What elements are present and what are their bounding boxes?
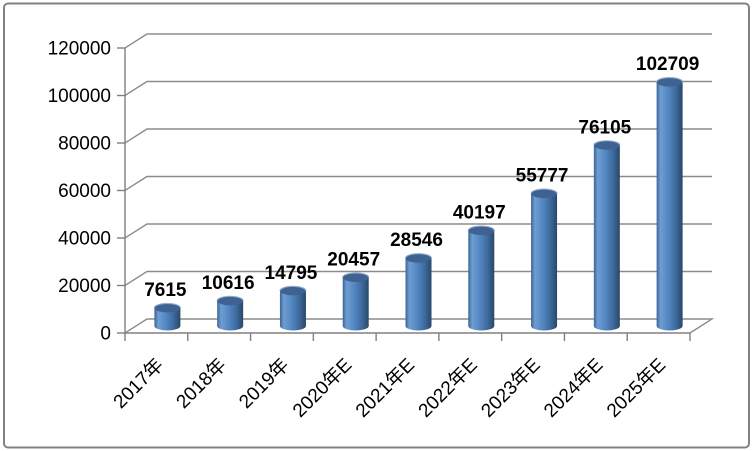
- gridlines: [124, 33, 715, 334]
- bar-value-label: 10616: [202, 273, 255, 294]
- cylinder-top: [217, 296, 244, 306]
- y-axis-label: 80000: [58, 134, 111, 155]
- bar-cylinder: [279, 285, 307, 331]
- cylinder-body: [593, 145, 620, 326]
- cylinder-top: [468, 226, 495, 236]
- cylinder-top-rim: [216, 295, 244, 301]
- y-axis-label: 0: [100, 324, 111, 345]
- cylinder-top: [593, 140, 620, 150]
- bar-value-labels: 7615 10616 14795 20457 28546 40197 55777 76105 1…: [144, 54, 699, 301]
- cylinder-top: [405, 253, 432, 263]
- cylinder-top: [531, 189, 558, 199]
- cylinder-top: [342, 272, 369, 282]
- y-axis-label: 60000: [58, 181, 111, 202]
- cylinder-top-rim: [342, 272, 370, 278]
- bar-value-label: 20457: [327, 249, 380, 270]
- cylinder-body: [531, 193, 558, 326]
- y-axis-label: 120000: [48, 39, 111, 60]
- bar-cylinder: [342, 272, 370, 331]
- bar-cylinder: [656, 77, 684, 331]
- cylinder-top-rim: [656, 77, 684, 83]
- cylinder-top: [279, 286, 306, 296]
- cylinder-top-rim: [279, 285, 307, 292]
- cylinder-top-rim: [593, 140, 621, 146]
- bar-value-label: 28546: [390, 230, 443, 251]
- chart-border: [3, 2, 750, 449]
- bar-value-label: 7615: [144, 280, 187, 301]
- gridline: [124, 223, 712, 239]
- gridline: [124, 33, 712, 49]
- bar-value-label: 14795: [265, 263, 318, 284]
- cylinder-top-rim: [467, 225, 495, 231]
- y-axis-label: 20000: [58, 276, 111, 297]
- bar-value-label: 102709: [636, 54, 699, 75]
- bar-value-label: 55777: [516, 166, 569, 187]
- bar-cylinder: [404, 253, 433, 331]
- bar-cylinder: [153, 302, 181, 331]
- gridline: [124, 175, 712, 192]
- cylinder-top-rim: [404, 253, 433, 259]
- cylinder-top: [656, 77, 683, 87]
- cylinder-body: [656, 82, 683, 326]
- bar-value-label: 40197: [453, 203, 506, 224]
- axes: [117, 47, 691, 341]
- bar-cylinder: [530, 188, 558, 331]
- cylinder-body: [468, 230, 495, 326]
- cylinder-body: [342, 277, 369, 326]
- bar-value-label: 76105: [578, 117, 631, 138]
- y-axis-label: 40000: [58, 229, 111, 250]
- cylinder-top-rim: [530, 188, 558, 194]
- bars: [153, 77, 684, 331]
- cylinder-body: [279, 290, 306, 326]
- gridline: [124, 270, 712, 287]
- cylinder-top-rim: [153, 302, 181, 309]
- cylinder-body: [154, 307, 181, 326]
- gridline: [124, 80, 712, 97]
- gridline: [124, 128, 712, 144]
- cylinder-top: [154, 303, 181, 313]
- cylinder-body: [405, 258, 432, 326]
- bar-cylinder: [216, 295, 244, 331]
- y-axis-labels: 0 20000 40000 60000 80000 100000 120000: [48, 39, 111, 345]
- y-axis-label: 100000: [48, 86, 111, 107]
- bar-cylinder: [593, 140, 621, 331]
- bar-cylinder: [467, 225, 495, 331]
